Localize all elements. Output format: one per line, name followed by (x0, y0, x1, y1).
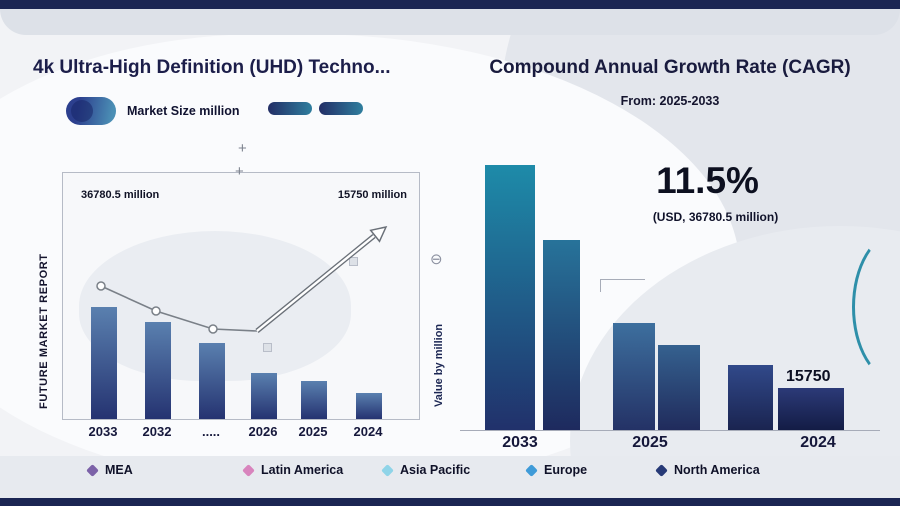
decorative-bracket (600, 279, 645, 292)
legend-item-europe: Europe (525, 463, 588, 477)
left-x-label-2032: 2032 (142, 424, 172, 439)
cagr-bar-2033-secondary (543, 240, 580, 430)
right-chart-area (460, 150, 880, 430)
market-size-icon (66, 97, 116, 125)
diamond-icon (86, 463, 99, 477)
value-annotation-15750: 15750 (786, 368, 831, 385)
market-size-legend: Market Size million (66, 97, 240, 125)
cylinder-cap-icon (71, 100, 93, 122)
bar-2025 (301, 381, 327, 419)
legend-label: Latin America (261, 463, 344, 477)
cagr-bar-2025-secondary (658, 345, 700, 430)
top-navy-bar (0, 0, 900, 9)
legend-item-mea: MEA (86, 463, 133, 477)
bar-2033 (91, 307, 117, 419)
market-size-label: Market Size million (127, 104, 240, 118)
decorative-pill-icon (268, 102, 312, 115)
bottom-gray-band (0, 456, 900, 498)
right-x-label-2024: 2024 (800, 434, 836, 451)
left-chart-side-label: FUTURE MARKET REPORT (38, 253, 50, 409)
diamond-icon (242, 463, 255, 477)
left-chart-title: 4k Ultra-High Definition (UHD) Techno... (33, 57, 391, 78)
plus-icon: + (235, 163, 244, 180)
left-x-label-2033: 2033 (88, 424, 118, 439)
cagr-bar-2024-primary (728, 365, 773, 430)
bar-mid (199, 343, 225, 419)
min-value-label: 15750 million (337, 189, 407, 201)
cagr-bar-2024-secondary (778, 388, 844, 430)
legend-item-asia-pacific: Asia Pacific (381, 463, 471, 477)
minus-circle-icon: ⊖ (430, 251, 443, 268)
right-x-label-2025: 2025 (632, 434, 668, 451)
right-chart-title: Compound Annual Growth Rate (CAGR) (489, 57, 851, 78)
legend-label: Asia Pacific (400, 463, 471, 477)
bar-2024 (356, 393, 382, 419)
top-gray-band (0, 9, 900, 35)
right-chart-axis-line (460, 430, 880, 431)
diamond-icon (381, 463, 394, 477)
cagr-bar-2025-primary (613, 323, 655, 430)
legend-item-latin-america: Latin America (242, 463, 344, 477)
legend-label: North America (674, 463, 760, 477)
plus-icon: + (238, 140, 247, 157)
left-x-label-2024: 2024 (353, 424, 383, 439)
left-x-label-2025: 2025 (298, 424, 328, 439)
trend-line-overlay (96, 225, 388, 334)
diamond-icon (525, 463, 538, 477)
legend-label: Europe (544, 463, 588, 477)
left-x-label-2026: 2026 (248, 424, 278, 439)
decorative-square-icon (349, 257, 358, 266)
cagr-bar-2033-primary (485, 165, 535, 430)
bar-2026 (251, 373, 277, 419)
right-x-label-2033: 2033 (502, 434, 538, 451)
left-x-label-mid: ..... (201, 424, 221, 439)
legend-label: MEA (105, 463, 133, 477)
cagr-note: (USD, 36780.5 million) (652, 210, 779, 224)
diamond-icon (655, 463, 668, 477)
bar-2032 (145, 322, 171, 419)
right-chart-y-label: Value by million (433, 323, 445, 407)
legend-item-north-america: North America (655, 463, 760, 477)
bottom-navy-bar (0, 498, 900, 506)
cagr-value: 11.5% (656, 160, 759, 201)
teal-accent-curve (852, 232, 900, 382)
decorative-pill-icon (319, 102, 363, 115)
decorative-pills (268, 102, 363, 115)
decorative-square-icon (263, 343, 272, 352)
max-value-label: 36780.5 million (81, 189, 160, 201)
left-chart-area: 36780.5 million 15750 million (62, 172, 420, 420)
right-chart-subtitle: From: 2025-2033 (620, 94, 720, 108)
